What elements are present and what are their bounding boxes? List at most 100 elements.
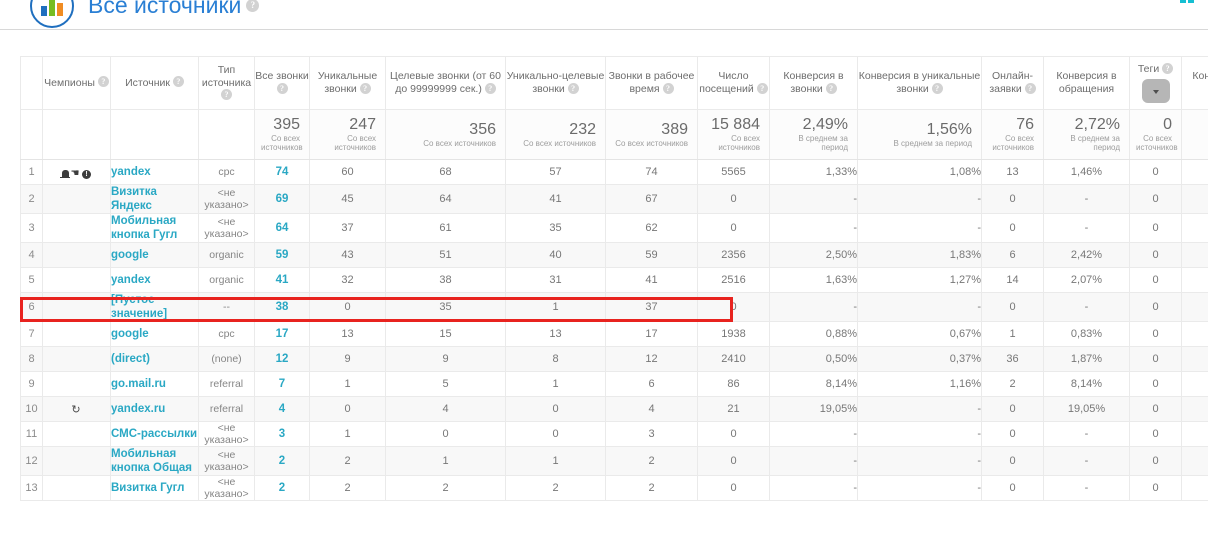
all-calls-cell[interactable]: 64 bbox=[254, 213, 310, 243]
tags-dropdown-button[interactable] bbox=[1141, 79, 1170, 103]
help-icon[interactable]: ? bbox=[246, 0, 260, 13]
bell-icon[interactable] bbox=[60, 166, 71, 180]
help-icon[interactable]: ? bbox=[931, 82, 943, 94]
all-calls-cell[interactable]: 7 bbox=[254, 371, 310, 397]
all-calls-value[interactable]: 64 bbox=[275, 222, 289, 234]
all-calls-value[interactable]: 41 bbox=[275, 274, 289, 286]
help-icon[interactable]: ? bbox=[1162, 62, 1174, 74]
all-calls-cell[interactable]: 4 bbox=[254, 396, 310, 422]
table-row[interactable]: 2 Визитка Яндекс <не указано> 69 45 64 41 67 0-… bbox=[20, 184, 1208, 214]
source-link[interactable]: СМС-рассылки bbox=[111, 428, 198, 440]
source-link[interactable]: (direct) bbox=[111, 353, 150, 365]
work-time-calls-cell: 4 bbox=[605, 396, 698, 422]
help-icon[interactable]: ? bbox=[484, 82, 496, 94]
help-icon[interactable]: ? bbox=[825, 82, 837, 94]
source-link[interactable]: yandex bbox=[111, 274, 151, 286]
all-calls-cell[interactable]: 41 bbox=[254, 267, 310, 293]
help-icon[interactable]: ? bbox=[567, 82, 579, 94]
table-row[interactable]: 4 google organic 59 43 51 40 59 2356 2,50% 1,83% 6… bbox=[20, 242, 1208, 268]
table-row[interactable]: 7 google cpc 17 13 15 13 17 1938 0,88% 0,67% 1 0,83… bbox=[20, 321, 1208, 347]
help-icon[interactable]: ? bbox=[221, 89, 232, 101]
column-header-tags[interactable]: Теги ? bbox=[1129, 56, 1182, 110]
column-header-conv_appeal[interactable]: Конверсия в обращения bbox=[1043, 56, 1130, 110]
all-calls-value[interactable]: 69 bbox=[275, 193, 289, 205]
column-header-champions[interactable]: Чемпионы ? bbox=[42, 56, 111, 110]
source-link[interactable]: google bbox=[111, 328, 149, 340]
column-header-visits[interactable]: Число посещений ? bbox=[697, 56, 770, 110]
unique-target-calls-cell: 1 bbox=[505, 371, 606, 397]
all-calls-value[interactable]: 38 bbox=[275, 301, 289, 313]
help-icon[interactable]: ? bbox=[1024, 82, 1036, 94]
all-calls-value[interactable]: 7 bbox=[278, 378, 286, 390]
table-row[interactable]: 5 yandex organic 41 32 38 31 41 2516 1,63% 1,27% 1… bbox=[20, 267, 1208, 293]
table-row[interactable]: 3 Мобильная кнопка Гугл <не указано> 64 37 6… bbox=[20, 213, 1208, 243]
all-calls-cell[interactable]: 2 bbox=[254, 475, 310, 501]
source-link[interactable]: Мобильная кнопка Общая bbox=[111, 448, 193, 474]
column-header-all_calls[interactable]: Все звонки ? bbox=[254, 56, 310, 110]
all-calls-cell[interactable]: 17 bbox=[254, 321, 310, 347]
column-header-conv_uniq[interactable]: Конверсия в уникальные звонки ? bbox=[857, 56, 982, 110]
column-header-conv_tags[interactable]: Конверсия по тегам bbox=[1181, 56, 1208, 110]
exclamation-icon[interactable]: ! bbox=[82, 169, 92, 179]
all-calls-value[interactable]: 59 bbox=[275, 249, 289, 261]
all-calls-value[interactable]: 2 bbox=[278, 482, 286, 494]
column-header-online[interactable]: Онлайн-заявки ? bbox=[981, 56, 1044, 110]
unique-target-calls-cell: 0 bbox=[505, 421, 606, 447]
row-index: 3 bbox=[20, 213, 43, 243]
help-icon[interactable]: ? bbox=[276, 82, 288, 94]
all-calls-value[interactable]: 3 bbox=[278, 428, 286, 440]
all-calls-cell[interactable]: 3 bbox=[254, 421, 310, 447]
online-requests-cell: 0 bbox=[981, 213, 1044, 243]
source-link[interactable]: yandex.ru bbox=[111, 403, 166, 415]
all-calls-value[interactable]: 12 bbox=[275, 353, 289, 365]
help-icon[interactable]: ? bbox=[756, 82, 768, 94]
table-row[interactable]: 9 go.mail.ru referral 7 1 5 1 6 86 8,14% 1,16% 2 8,… bbox=[20, 371, 1208, 397]
all-calls-value[interactable]: 2 bbox=[278, 455, 286, 467]
source-link[interactable]: Мобильная кнопка Гугл bbox=[111, 215, 178, 241]
help-icon[interactable]: ? bbox=[172, 76, 184, 88]
column-header-source[interactable]: Источник ? bbox=[110, 56, 199, 110]
help-icon[interactable]: ? bbox=[97, 76, 109, 88]
table-row[interactable]: 1 ☚! yandex cpc 74 60 68 57 74 5565 1,33% 1,08% 13 1,… bbox=[20, 159, 1208, 185]
all-calls-cell[interactable]: 69 bbox=[254, 184, 310, 214]
source-link[interactable]: yandex bbox=[111, 166, 151, 178]
column-header-target_calls[interactable]: Целевые звонки (от 60 до 99999999 сек.) … bbox=[385, 56, 506, 110]
column-header-work_calls[interactable]: Звонки в рабочее время ? bbox=[605, 56, 698, 110]
hand-icon[interactable]: ☚ bbox=[70, 167, 81, 179]
unique-target-calls-cell: 8 bbox=[505, 346, 606, 372]
column-header-conv_calls[interactable]: Конверсия в звонки ? bbox=[769, 56, 858, 110]
column-header-srctype[interactable]: Тип источника ? bbox=[198, 56, 255, 110]
column-header-uniq_calls[interactable]: Уникальные звонки ? bbox=[309, 56, 386, 110]
all-calls-cell[interactable]: 74 bbox=[254, 159, 310, 185]
source-link[interactable]: Визитка Гугл bbox=[111, 482, 185, 494]
all-calls-value[interactable]: 74 bbox=[275, 166, 289, 178]
help-icon[interactable]: ? bbox=[662, 82, 674, 94]
all-calls-value[interactable]: 4 bbox=[278, 403, 286, 415]
table-row[interactable]: 10 ↻ yandex.ru referral 4 0 4 0 4 21 19,05% -0 19,05… bbox=[20, 396, 1208, 422]
source-link[interactable]: google bbox=[111, 249, 149, 261]
row-index: 1 bbox=[20, 159, 43, 185]
help-icon[interactable]: ? bbox=[359, 82, 371, 94]
all-calls-cell[interactable]: 2 bbox=[254, 446, 310, 476]
all-calls-cell[interactable]: 38 bbox=[254, 292, 310, 322]
table-row[interactable]: 8 (direct) (none) 12 9 9 8 12 2410 0,50% 0,37% 36 1… bbox=[20, 346, 1208, 372]
column-header-uniq_target[interactable]: Уникально-целевые звонки ? bbox=[505, 56, 606, 110]
source-cell: yandex bbox=[110, 159, 199, 185]
column-header-label: Все звонки bbox=[255, 70, 309, 82]
conversion-appeals-cell: 0,83% bbox=[1043, 321, 1130, 347]
source-link[interactable]: Визитка Яндекс bbox=[111, 186, 157, 212]
target-calls-cell: 51 bbox=[385, 242, 506, 268]
all-calls-cell[interactable]: 59 bbox=[254, 242, 310, 268]
all-calls-value[interactable]: 17 bbox=[275, 328, 289, 340]
app-badge-icon[interactable] bbox=[1180, 0, 1195, 6]
refresh-icon[interactable]: ↻ bbox=[71, 404, 82, 416]
source-link[interactable]: go.mail.ru bbox=[111, 378, 166, 390]
source-link[interactable]: [Пустое значение] bbox=[111, 294, 168, 320]
table-row[interactable]: 12 Мобильная кнопка Общая <не указано> 2 2 1… bbox=[20, 446, 1208, 476]
conversion-appeals-cell: - bbox=[1043, 475, 1130, 501]
all-calls-cell[interactable]: 12 bbox=[254, 346, 310, 372]
